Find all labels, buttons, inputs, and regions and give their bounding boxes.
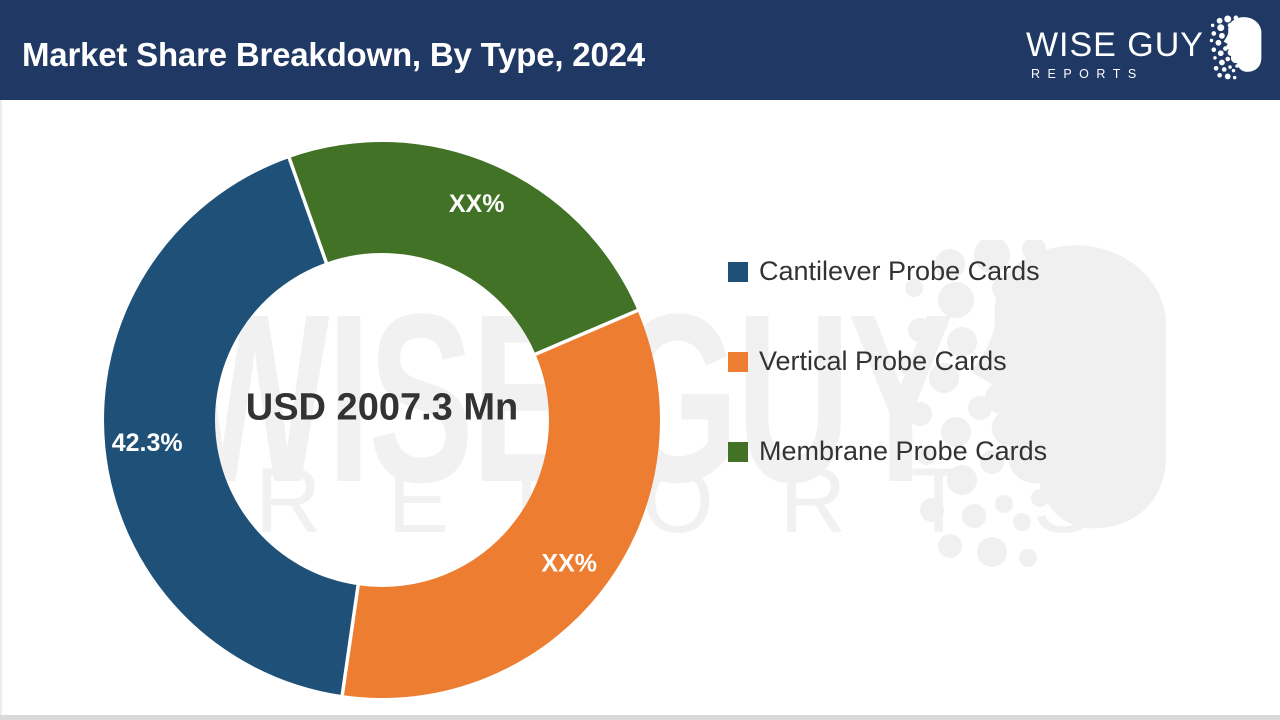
logo-face-icon [1209,15,1262,80]
legend-swatch-blue [728,261,748,282]
chart-center-value: USD 2007.3 Mn [245,386,519,429]
logo-wise-guy-text: WISE GUY [1025,25,1204,64]
legend-item-membrane: Membrane Probe Cards [728,436,1048,466]
legend-label: Cantilever Probe Cards [759,256,1040,286]
slice-separator [340,583,361,698]
wise-guy-reports-logo: WISE GUY REPORTS [1026,6,1266,90]
legend-label: Membrane Probe Cards [759,436,1048,466]
donut-slice-membrane-probe-cards [289,142,638,355]
slice-percentage-label: XX% [449,190,505,218]
slice-percentage-label: 42.3% [112,429,183,457]
legend-label: Vertical Probe Cards [759,346,1007,376]
legend-item-vertical: Vertical Probe Cards [728,346,1047,376]
logo-reports-text: REPORTS [1030,66,1144,81]
legend-item-cantilever: Cantilever Probe Cards [728,256,1047,286]
left-edge-line [0,100,2,715]
slice-separator [532,308,641,357]
header-bar: Market Share Breakdown, By Type, 2024 WI… [0,0,1280,100]
legend-swatch-orange [728,351,748,372]
legend-swatch-green [728,441,748,462]
page-title: Market Share Breakdown, By Type, 2024 [22,36,645,73]
slice-separator [286,155,329,266]
logo-text: WISE GUY REPORTS [1026,26,1204,81]
donut-slice-vertical-probe-cards [342,310,660,698]
slice-percentage-label: XX% [541,550,597,578]
chart-legend: Cantilever Probe Cards Vertical Probe Ca… [728,256,1048,528]
footer-divider [0,715,1280,720]
donut-slice-cantilever-probe-cards [104,157,359,696]
